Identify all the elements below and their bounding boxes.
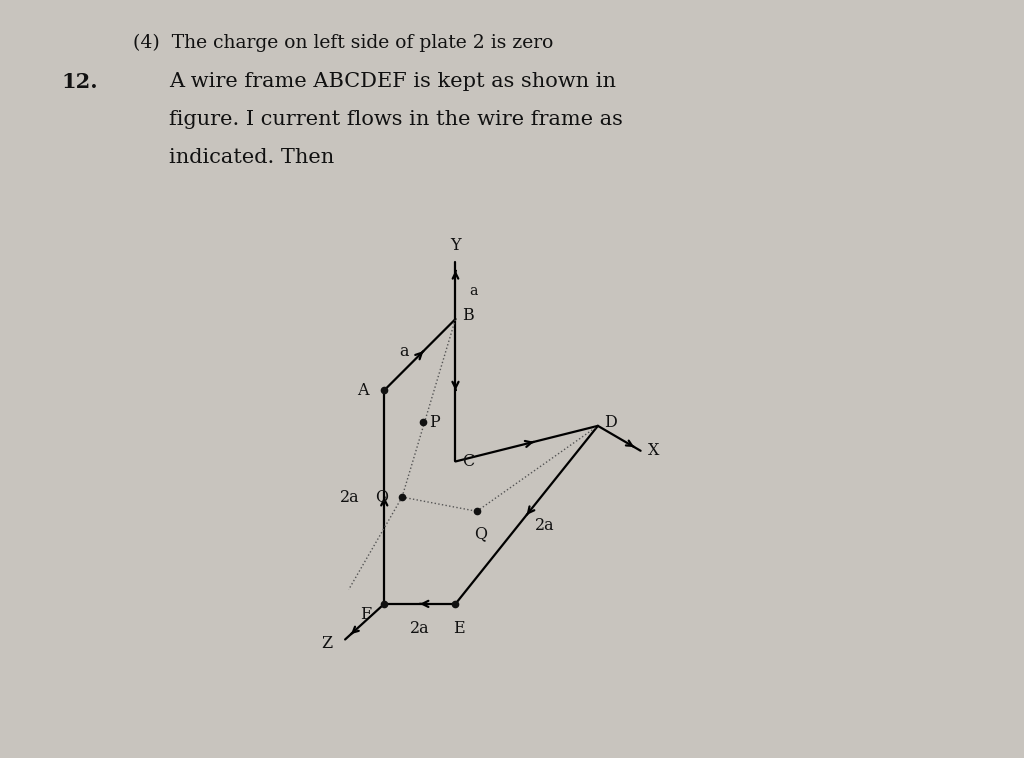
Text: 2a: 2a [535,517,554,534]
Text: 2a: 2a [410,619,430,637]
Text: D: D [604,414,617,431]
Text: figure. I current flows in the wire frame as: figure. I current flows in the wire fram… [169,110,623,129]
Text: Y: Y [451,236,461,253]
Text: X: X [648,442,659,459]
Text: (4)  The charge on left side of plate 2 is zero: (4) The charge on left side of plate 2 i… [133,34,554,52]
Text: P: P [429,414,439,431]
Text: indicated. Then: indicated. Then [169,148,334,167]
Text: C: C [462,453,474,470]
Text: 12.: 12. [61,72,98,92]
Text: Q: Q [474,525,486,543]
Text: E: E [454,619,465,637]
Text: O: O [375,489,388,506]
Text: B: B [463,307,474,324]
Text: A wire frame ABCDEF is kept as shown in: A wire frame ABCDEF is kept as shown in [169,72,616,91]
Text: Z: Z [322,634,333,652]
Text: a: a [469,283,477,298]
Text: A: A [357,382,369,399]
Text: a: a [399,343,409,359]
Text: 2a: 2a [340,489,359,506]
Text: F: F [360,606,372,623]
